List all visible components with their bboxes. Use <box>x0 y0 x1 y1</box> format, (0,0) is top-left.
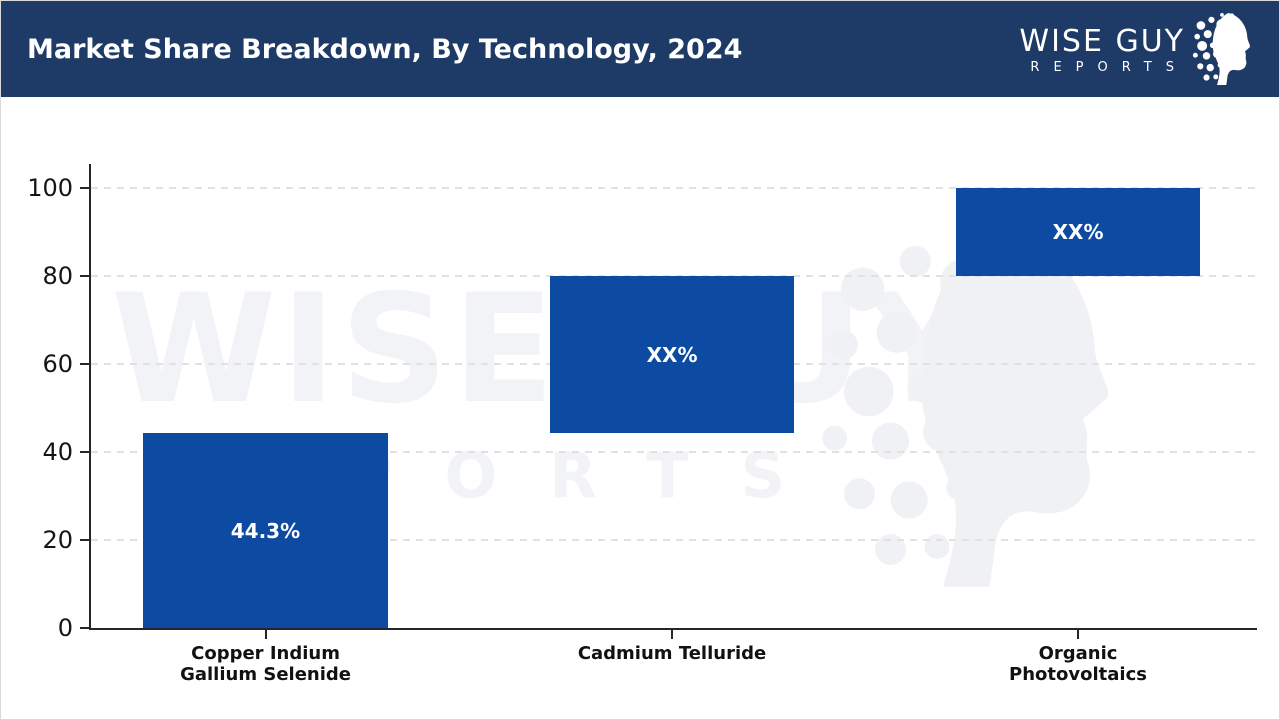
y-tick-label: 40 <box>42 438 73 466</box>
bar-value-label: 44.3% <box>230 518 301 543</box>
y-tick-mark <box>80 539 89 541</box>
category-label-line: Cadmium Telluride <box>577 643 767 664</box>
bar-segment: XX% <box>550 276 795 434</box>
category-label: Organic Photovoltaics <box>1009 643 1147 685</box>
category-label: Cadmium Telluride <box>578 643 766 664</box>
gridline-y-20 <box>91 539 1257 541</box>
category-label-line: Photovoltaics <box>1009 664 1147 685</box>
category-label-line: Gallium Selenide <box>180 664 351 685</box>
bar-segment: XX% <box>956 188 1201 276</box>
category-label: Copper Indium Gallium Selenide <box>180 643 351 685</box>
y-tick-mark <box>80 187 89 189</box>
brand-logo: WISE GUY REPORTS <box>1019 10 1253 88</box>
gridline-y-40 <box>91 451 1257 453</box>
header-bar: Market Share Breakdown, By Technology, 2… <box>1 1 1279 97</box>
x-tick-mark <box>264 630 267 639</box>
y-tick-label: 60 <box>42 350 73 378</box>
gridline-y-100 <box>91 187 1257 189</box>
brand-face-icon <box>1191 10 1253 88</box>
category-label-line: Copper Indium <box>191 643 340 664</box>
brand-name: WISE GUY <box>1019 23 1185 59</box>
y-tick-mark <box>80 363 89 365</box>
y-tick-mark <box>80 275 89 277</box>
bar-value-label: XX% <box>1052 220 1104 244</box>
x-tick-mark <box>1077 630 1080 639</box>
y-tick-label: 80 <box>42 262 73 290</box>
x-tick-mark <box>671 630 674 639</box>
bar-value-label: XX% <box>646 342 698 367</box>
chart-title: Market Share Breakdown, By Technology, 2… <box>27 33 743 65</box>
brand-logo-text: WISE GUY REPORTS <box>1019 24 1185 75</box>
x-axis-spine <box>89 628 1257 630</box>
value-area: 0 20 40 60 80 100 44.3% Copper Indium Gallium Se… <box>27 176 1257 685</box>
category-label-line: Organic <box>1038 643 1118 664</box>
bar-segment: 44.3% <box>143 433 388 628</box>
brand-subname: REPORTS <box>1030 59 1189 75</box>
gridline-y-80 <box>91 275 1257 277</box>
y-tick-label: 100 <box>27 174 73 202</box>
y-tick-mark <box>80 451 89 453</box>
y-axis-spine <box>89 164 91 628</box>
plot-area: 0 20 40 60 80 100 44.3% Copper Indium Gallium Se… <box>27 164 1257 685</box>
y-tick-label: 0 <box>57 614 73 642</box>
y-tick-label: 20 <box>42 526 73 554</box>
y-tick-mark <box>80 627 89 629</box>
